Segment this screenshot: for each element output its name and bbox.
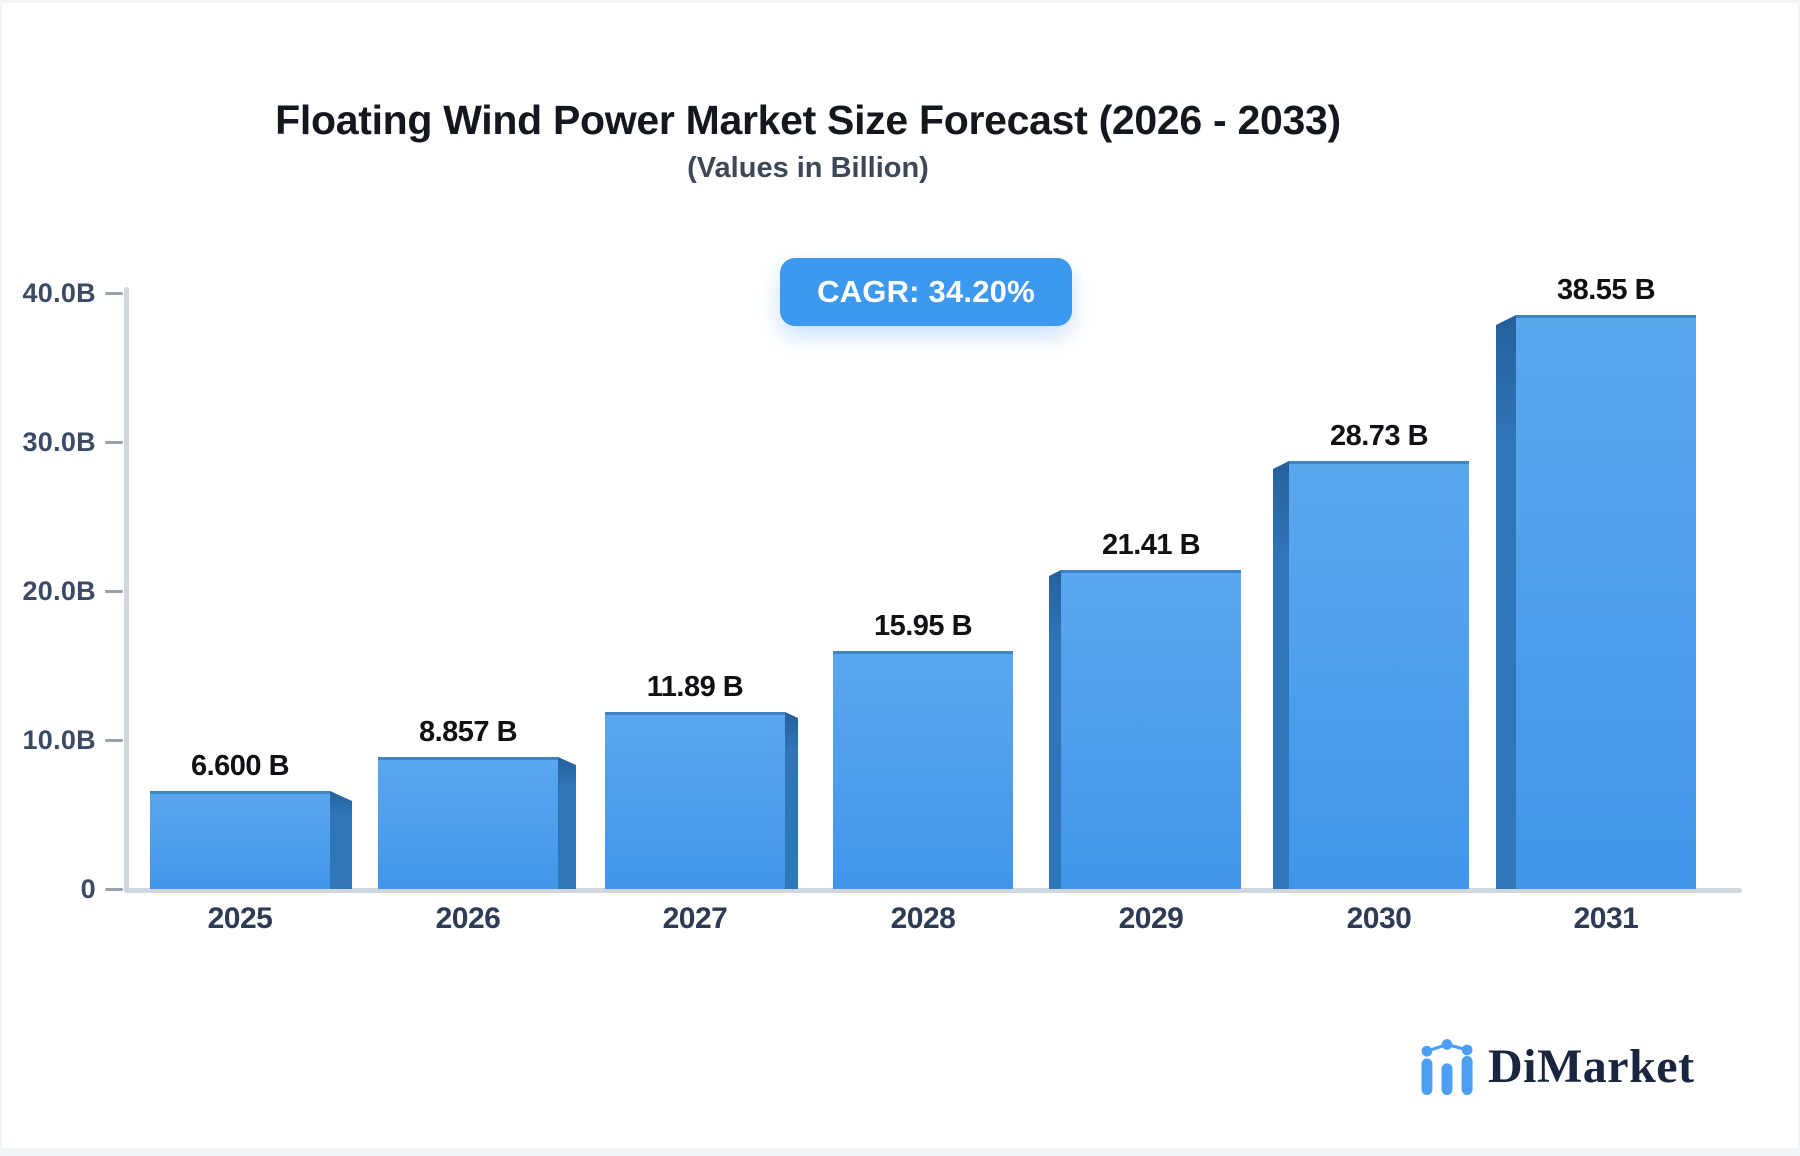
y-axis-tick-0 bbox=[105, 887, 123, 891]
y-axis-label-20.0B: 20.0B bbox=[22, 576, 96, 606]
bar-2029 bbox=[1061, 570, 1241, 889]
bar-2031 bbox=[1516, 315, 1696, 889]
bar-2030 bbox=[1289, 461, 1469, 889]
y-axis-tick-30.0B bbox=[105, 440, 123, 444]
y-axis-label-10.0B: 10.0B bbox=[22, 725, 96, 755]
bar-value-label-2026: 8.857 B bbox=[418, 716, 518, 748]
chart-title: Floating Wind Power Market Size Forecast… bbox=[275, 97, 1341, 143]
dimarket-logo: DiMarket bbox=[1420, 1037, 1695, 1097]
bar-2025 bbox=[150, 791, 330, 889]
bar-chart-plot-area: 0 10.0B 20.0B 30.0B 40.0B 6.600 B 2025 8.857 B 2… bbox=[2, 3, 1798, 1148]
y-axis-label-30.0B: 30.0B bbox=[22, 427, 96, 457]
bar-2028 bbox=[833, 651, 1013, 889]
bar-chart-trend-icon bbox=[1421, 1039, 1473, 1095]
bar-value-label-2030: 28.73 B bbox=[1329, 420, 1429, 452]
chart-subtitle: (Values in Billion) bbox=[687, 152, 929, 184]
y-axis-label-0: 0 bbox=[80, 874, 96, 904]
y-axis-line bbox=[124, 287, 129, 893]
logo-wordmark: DiMarket bbox=[1488, 1040, 1695, 1093]
y-axis-label-40.0B: 40.0B bbox=[22, 278, 96, 308]
bar-2029-3d-side bbox=[1049, 570, 1061, 889]
x-axis-label-2031: 2031 bbox=[1573, 902, 1639, 935]
x-axis-label-2027: 2027 bbox=[662, 902, 728, 935]
bar-2026-3d-side bbox=[558, 757, 576, 889]
y-axis-tick-10.0B bbox=[105, 738, 123, 742]
bar-2027 bbox=[605, 712, 785, 889]
bar-2026 bbox=[378, 757, 558, 889]
bar-2025-3d-side bbox=[330, 791, 352, 889]
bar-2027-3d-side bbox=[785, 712, 798, 889]
x-axis-label-2028: 2028 bbox=[890, 902, 956, 935]
y-axis-tick-40.0B bbox=[105, 291, 123, 295]
bar-2030-3d-side bbox=[1273, 461, 1289, 889]
x-axis-label-2030: 2030 bbox=[1346, 902, 1412, 935]
bar-value-label-2028: 15.95 B bbox=[873, 610, 973, 642]
y-axis-tick-20.0B bbox=[105, 589, 123, 593]
x-axis-label-2025: 2025 bbox=[207, 902, 273, 935]
bar-value-label-2029: 21.41 B bbox=[1101, 529, 1201, 561]
x-axis-baseline bbox=[124, 888, 1742, 893]
bar-value-label-2031: 38.55 B bbox=[1556, 274, 1656, 306]
cagr-badge-label: CAGR: 34.20% bbox=[817, 274, 1035, 309]
chart-card: Floating Wind Power Market Size Forecast… bbox=[2, 3, 1798, 1148]
cagr-badge: CAGR: 34.20% bbox=[780, 258, 1072, 326]
bar-value-label-2025: 6.600 B bbox=[190, 750, 290, 782]
bar-value-label-2027: 11.89 B bbox=[646, 671, 744, 703]
bar-2031-3d-side bbox=[1496, 315, 1516, 889]
x-axis-label-2029: 2029 bbox=[1118, 902, 1184, 935]
x-axis-label-2026: 2026 bbox=[435, 902, 501, 935]
